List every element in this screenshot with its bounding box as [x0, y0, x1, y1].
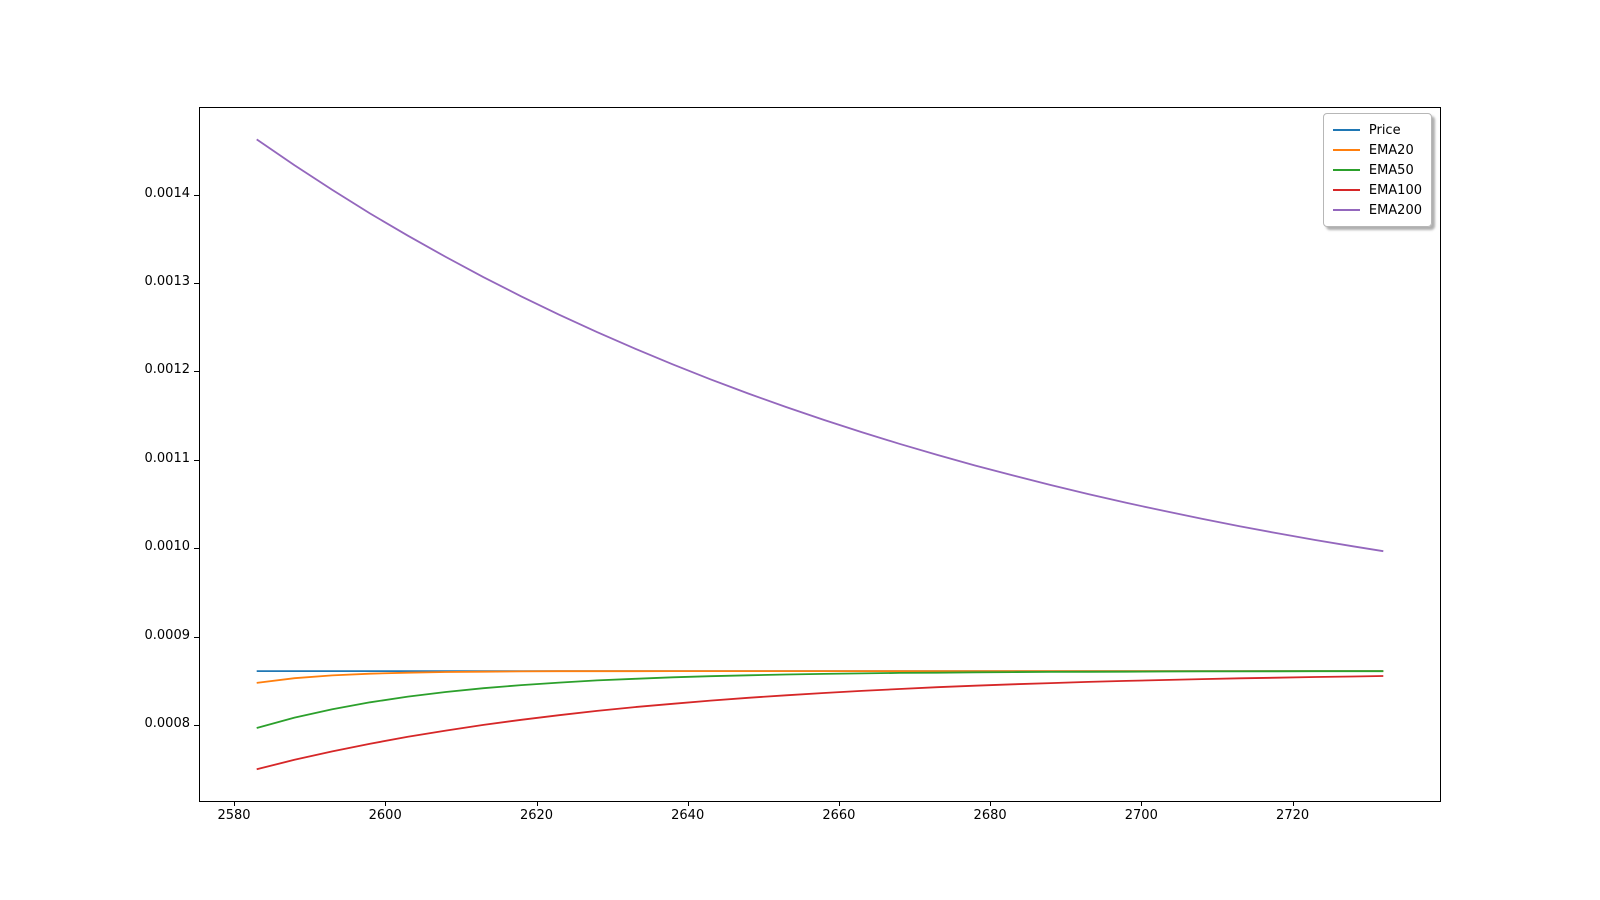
y-tick-label: 0.0009: [144, 627, 191, 643]
x-tick-mark: [687, 801, 689, 806]
legend-label-ema20: EMA20: [1368, 142, 1414, 158]
legend-label-ema50: EMA50: [1368, 162, 1414, 178]
series-line-ema200: [256, 138, 1384, 553]
legend-item-ema200: EMA200: [1332, 200, 1422, 220]
x-tick-mark: [385, 801, 387, 806]
legend-line-sample-ema100: [1332, 188, 1360, 192]
series-line-ema100: [256, 675, 1384, 771]
y-tick-label: 0.0012: [144, 362, 191, 378]
x-tick-mark: [234, 801, 235, 806]
y-tick-label: 0.0013: [144, 274, 191, 289]
legend-box: Price EMA20 EMA50 EMA100 EMA200: [1322, 113, 1432, 227]
x-tick-label: 2620: [519, 808, 554, 823]
legend-line-sample-ema50: [1332, 168, 1360, 172]
x-tick-mark: [1141, 801, 1143, 806]
legend-label-ema200: EMA200: [1368, 202, 1422, 218]
y-tick-mark: [194, 725, 199, 726]
legend-line-sample-ema200: [1332, 208, 1360, 212]
y-tick-mark: [194, 636, 199, 638]
x-tick-label: 2700: [1124, 808, 1158, 823]
legend-label-price: Price: [1368, 122, 1401, 138]
plot-area: 2580 2600 2620 2640 2660 2680 2700 2720 0.0008 0…: [145, 107, 1441, 823]
y-tick-mark: [194, 548, 199, 550]
x-tick-label: 2580: [217, 808, 251, 823]
x-tick-label: 2720: [1276, 808, 1310, 823]
x-tick-label: 2660: [822, 808, 856, 823]
legend-line-sample-ema20: [1332, 148, 1360, 152]
series-line-ema20: [256, 670, 1384, 684]
x-tick-label: 2640: [671, 808, 705, 823]
y-tick-mark: [194, 283, 199, 284]
chart-svg: [256, 138, 1384, 771]
y-tick-label: 0.0010: [144, 539, 191, 555]
legend-label-ema100: EMA100: [1368, 182, 1422, 198]
legend-item-ema50: EMA50: [1332, 160, 1422, 180]
legend-line-sample-price: [1332, 128, 1360, 132]
y-tick-mark: [194, 371, 199, 373]
x-tick-label: 2600: [368, 808, 402, 823]
legend-item-ema100: EMA100: [1332, 180, 1422, 200]
y-tick-label: 0.0008: [144, 716, 191, 731]
y-tick-label: 0.0014: [144, 185, 191, 201]
legend-item-price: Price: [1332, 120, 1422, 140]
x-tick-mark: [838, 801, 840, 806]
y-tick-label: 0.0011: [144, 450, 191, 466]
y-tick-mark: [194, 194, 199, 196]
x-tick-mark: [1292, 801, 1294, 806]
x-tick-label: 2680: [973, 808, 1007, 823]
x-tick-mark: [990, 801, 992, 806]
y-tick-mark: [194, 459, 199, 461]
x-tick-mark: [536, 801, 538, 806]
series-line-ema50: [256, 670, 1384, 729]
legend-item-ema20: EMA20: [1332, 140, 1422, 160]
